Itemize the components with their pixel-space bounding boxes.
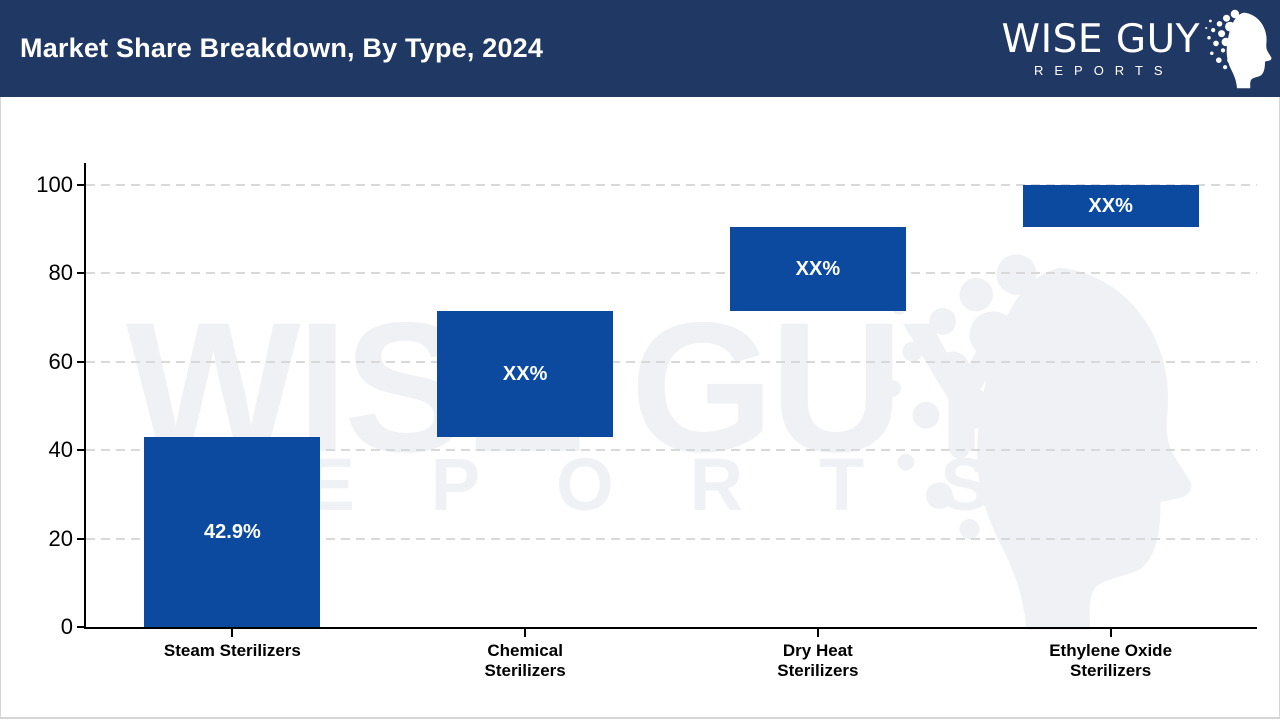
- category-label-line: Sterilizers: [1069, 661, 1152, 680]
- x-axis-tick: [816, 629, 819, 637]
- y-tick-label: 80: [48, 260, 73, 286]
- category-label-line: Sterilizers: [777, 661, 859, 680]
- dotted-head-icon: [1205, 9, 1272, 89]
- gridline: [86, 184, 1257, 187]
- y-axis-tick: [77, 537, 85, 540]
- category-label: Ethylene Oxide Sterilizers: [1001, 641, 1221, 681]
- bar-value-label: XX%: [502, 362, 548, 385]
- gridline: [86, 537, 1257, 540]
- gridline: [86, 272, 1257, 275]
- y-tick-label: 40: [48, 437, 73, 463]
- category-label-line: Sterilizers: [484, 661, 566, 680]
- y-axis-tick: [77, 272, 85, 275]
- y-tick-label: 60: [48, 348, 73, 374]
- category-label: Dry Heat Sterilizers: [708, 641, 928, 681]
- category-label: Steam Sterilizers: [122, 641, 342, 661]
- logo-wordmark: WISE GUY: [1001, 17, 1200, 62]
- y-axis-line: [84, 163, 86, 629]
- bar: XX%: [1022, 185, 1199, 228]
- header-bar: Market Share Breakdown, By Type, 2024 WI…: [0, 0, 1280, 97]
- category-label-line: Steam Sterilizers: [163, 641, 301, 660]
- wise-guy-reports-logo: WISE GUY REPORTS: [1002, 4, 1272, 94]
- chart-panel: WISE GUY REPORTS 0 20 40 60 80 100 42.9% Steam …: [0, 97, 1280, 719]
- x-axis-line: [84, 627, 1257, 629]
- x-axis-tick: [1109, 629, 1112, 637]
- category-label-line: Ethylene Oxide: [1049, 641, 1173, 660]
- watermark-head-icon: [874, 254, 1192, 630]
- y-axis-tick: [77, 360, 85, 363]
- y-axis-tick: [77, 449, 85, 452]
- bar: XX%: [729, 227, 906, 312]
- bar-value-label: XX%: [795, 257, 841, 280]
- y-tick-label: 20: [48, 525, 73, 551]
- y-tick-label: 100: [36, 172, 73, 198]
- bar-value-label: XX%: [1088, 194, 1133, 217]
- gridline: [86, 449, 1257, 452]
- bar: XX%: [437, 311, 614, 438]
- category-label-line: Dry Heat: [782, 641, 853, 660]
- y-axis-tick: [77, 184, 85, 187]
- y-tick-label: 0: [60, 614, 73, 639]
- bar-value-label: 42.9%: [204, 520, 261, 543]
- x-axis-tick: [524, 629, 527, 637]
- gridline: [86, 360, 1257, 363]
- x-axis-tick: [231, 629, 234, 637]
- y-axis-tick: [77, 626, 85, 628]
- category-label-line: Chemical: [487, 641, 563, 660]
- category-label: Chemical Sterilizers: [415, 641, 635, 681]
- bar: 42.9%: [144, 437, 321, 627]
- logo-subtitle: REPORTS: [1033, 63, 1174, 78]
- page-title: Market Share Breakdown, By Type, 2024: [20, 33, 544, 63]
- logo-text: WISE GUY REPORTS: [1001, 17, 1200, 79]
